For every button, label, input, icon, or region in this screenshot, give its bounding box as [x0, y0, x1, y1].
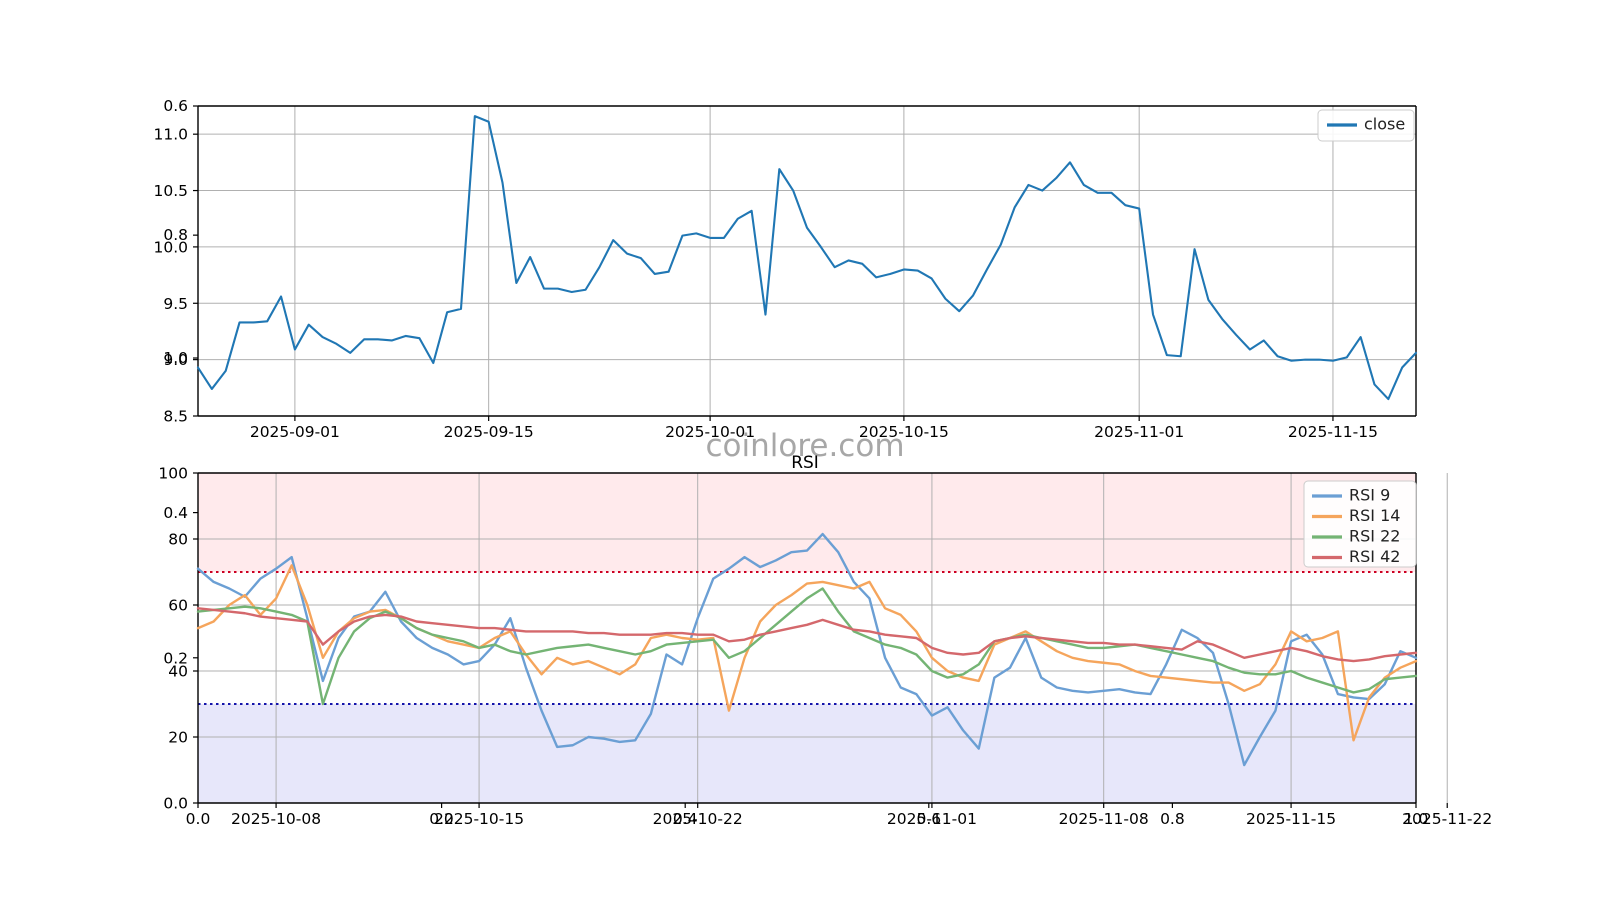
price-xtick-label: 2025-10-01 [665, 423, 755, 441]
price-xtick-label: 2025-11-15 [1288, 423, 1378, 441]
price-legend[interactable]: close [1317, 109, 1415, 142]
price-ytick-label: 9.0 [163, 351, 188, 369]
rsi-ytick-label: 60 [168, 597, 188, 615]
rsi-ytick-norm-label: 0.2 [163, 649, 188, 667]
rsi-ytick-norm-label: 0.0 [163, 795, 188, 813]
rsi-xtick-norm-label: 0.0 [186, 810, 211, 828]
rsi-xtick-norm-label: 1.0 [1404, 810, 1429, 828]
rsi-xtick-label: 2025-10-08 [231, 810, 321, 828]
price-ytick-label: 11.0 [153, 126, 188, 144]
price-panel: 8.5 9.0 9.5 10.0 10.5 11.0 0.6 0.8 1.0 2025-09-01… [153, 97, 1418, 441]
price-xtick-label: 2025-10-15 [859, 423, 949, 441]
rsi-series-rsi-22 [196, 587, 1418, 706]
price-ytick-norm-label: 0.8 [163, 226, 188, 244]
rsi-xtick-norm-label: 0.2 [429, 810, 454, 828]
rsi-legend-label-rsi-22: RSI 22 [1349, 527, 1400, 546]
price-ytick-label: 8.5 [163, 408, 188, 426]
rsi-xtick-label: 2025-11-15 [1246, 810, 1336, 828]
rsi-ytick-label: 80 [168, 531, 188, 549]
watermark-coinlore: coinlore.com [705, 428, 904, 464]
price-xtick-label: 2025-09-01 [250, 423, 340, 441]
rsi-ytick-norm-label: 0.4 [163, 504, 188, 522]
price-legend-box[interactable] [1317, 109, 1415, 142]
price-xtick-label: 2025-11-01 [1094, 423, 1184, 441]
rsi-xtick-norm-label: 0.6 [916, 810, 941, 828]
price-ytick-norm-label: 1.0 [163, 349, 188, 367]
rsi-legend-label-rsi-14: RSI 14 [1349, 506, 1400, 525]
rsi-xtick-norm-label: 0.4 [673, 810, 698, 828]
rsi-xtick-label: 2025-11-22 [1402, 810, 1492, 828]
rsi-xtick-norm-label: 0.8 [1160, 810, 1185, 828]
rsi-ytick-label: 40 [168, 663, 188, 681]
rsi-ytick-label: 20 [168, 729, 188, 747]
rsi-legend-label-rsi-9: RSI 9 [1349, 486, 1390, 505]
rsi-ytick-label: 100 [158, 465, 188, 483]
rsi-panel: 20 40 60 80 100 0.4 0.2 0.0 2025-10-08 2025-10-15… [158, 465, 1492, 829]
price-series-close [196, 115, 1418, 401]
price-ytick-label: 9.5 [163, 295, 188, 313]
price-ytick-label: 10.5 [153, 182, 188, 200]
price-xtick-label: 2025-09-15 [444, 423, 534, 441]
rsi-xtick-label: 2025-10-15 [434, 810, 524, 828]
price-ytick-norm-label: 0.6 [163, 97, 188, 115]
rsi-overbought-band [198, 473, 1416, 572]
rsi-legend-box[interactable] [1303, 480, 1417, 568]
rsi-series-rsi-9 [196, 532, 1418, 767]
rsi-xtick-label: 2025-11-01 [887, 810, 977, 828]
rsi-chart-title: RSI [791, 453, 819, 473]
price-legend-label-close: close [1364, 115, 1405, 134]
rsi-oversold-band [198, 704, 1416, 803]
price-ytick-label: 10.0 [153, 238, 188, 256]
rsi-legend-label-rsi-42: RSI 42 [1349, 547, 1400, 566]
rsi-xtick-label: 2025-11-08 [1059, 810, 1149, 828]
rsi-series-rsi-42 [196, 607, 1418, 663]
rsi-xtick-label: 2025-10-22 [653, 810, 743, 828]
